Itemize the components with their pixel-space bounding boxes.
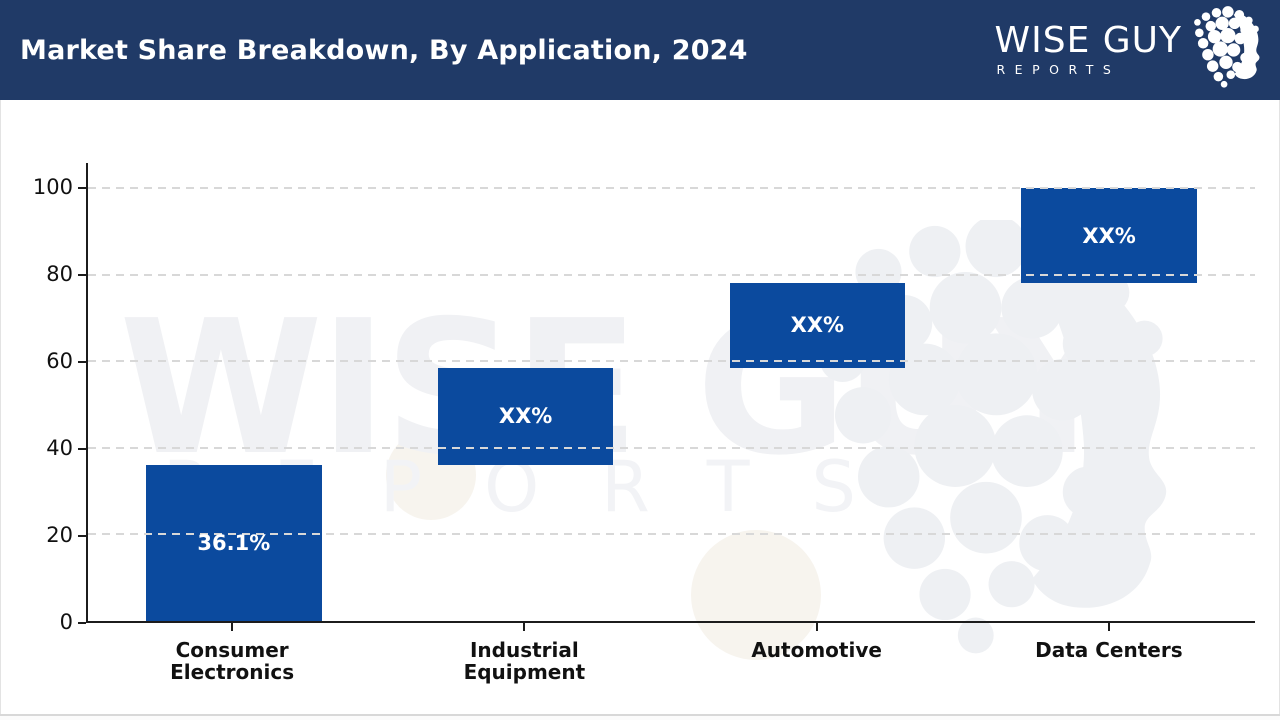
bar-consumer-electronics: 36.1%	[146, 464, 322, 621]
y-tick-label-40: 40	[46, 436, 73, 460]
y-tick-label-60: 60	[46, 349, 73, 373]
header: Market Share Breakdown, By Application, …	[0, 0, 1280, 100]
y-tick-label-80: 80	[46, 262, 73, 286]
page-title: Market Share Breakdown, By Application, …	[20, 34, 748, 66]
category-label-consumer-electronics: Consumer Electronics	[170, 638, 295, 684]
chart-area: WISE GUY REPORTS 36.1% XX% XX% XX% 0 20 40 60 8…	[0, 100, 1280, 714]
y-tick-label-100: 100	[32, 175, 73, 199]
y-tick-mark	[78, 361, 86, 363]
logo-subtitle: REPORTS	[996, 62, 1121, 77]
y-tick-label-0: 0	[59, 610, 73, 634]
y-tick-mark	[78, 448, 86, 450]
logo-text: WISE GUY REPORTS	[994, 20, 1183, 78]
y-tick-mark	[78, 274, 86, 276]
gridline-80	[88, 273, 1255, 276]
bar-automotive: XX%	[729, 283, 906, 368]
bar-value-label: XX%	[790, 313, 845, 338]
y-tick-label-20: 20	[46, 523, 73, 547]
category-label-data-centers: Data Centers	[1035, 638, 1183, 662]
category-label-industrial-equipment: Industrial Equipment	[463, 638, 586, 684]
bar-value-label: XX%	[498, 404, 553, 429]
y-tick-mark	[78, 535, 86, 537]
bar-industrial-equipment: XX%	[437, 367, 614, 465]
bar-data-centers: XX%	[1021, 187, 1197, 284]
x-tick-mark	[1107, 623, 1110, 631]
category-label-automotive: Automotive	[751, 638, 882, 662]
x-tick-mark	[231, 623, 234, 631]
x-tick-mark	[523, 623, 526, 631]
y-tick-mark	[78, 622, 86, 624]
y-tick-mark	[78, 187, 86, 189]
gridline-20	[88, 533, 1255, 536]
gridline-100	[88, 186, 1255, 189]
wiseguy-logo: WISE GUY REPORTS	[994, 6, 1267, 92]
gridline-40	[88, 446, 1255, 449]
plot-area: 36.1% XX% XX% XX%	[86, 163, 1255, 623]
gridline-60	[88, 360, 1255, 363]
bar-value-label: XX%	[1082, 223, 1136, 248]
watermark-dot	[691, 530, 821, 660]
logo-head-icon	[1194, 6, 1260, 88]
logo-wordmark: WISE GUY	[994, 20, 1182, 61]
bar-value-label: 36.1%	[197, 530, 271, 555]
x-tick-mark	[815, 623, 818, 631]
footer-strip	[0, 714, 1280, 720]
